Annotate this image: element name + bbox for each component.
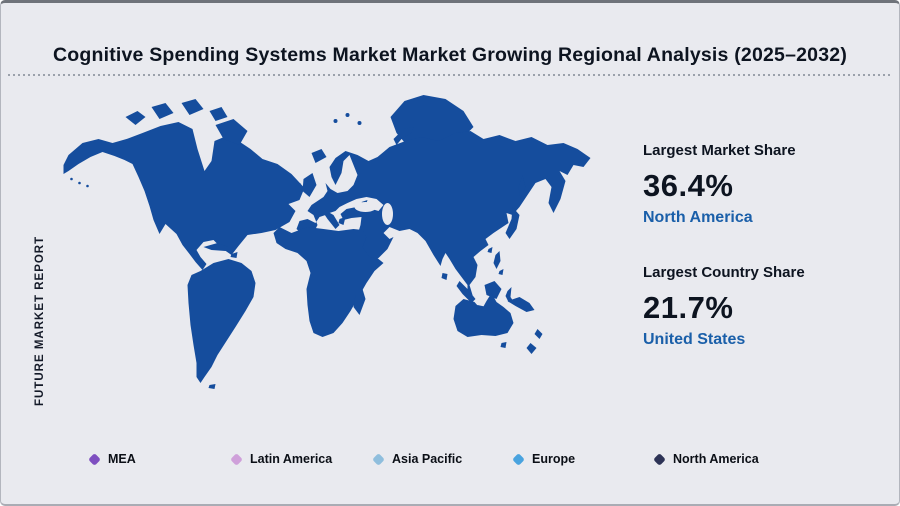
- world-map-svg: [63, 95, 591, 389]
- legend-label: Europe: [532, 452, 576, 466]
- black-sea: [354, 202, 377, 212]
- asia-pacific-legend-dot: [372, 452, 385, 466]
- market-share-region: North America: [643, 209, 753, 226]
- world-map: [61, 87, 616, 407]
- country-share-value: 21.7%: [643, 290, 734, 325]
- map-landmasses: [63, 95, 591, 389]
- region-legend: MEA Latin America Asia Pacific Europe No…: [1, 450, 899, 470]
- market-share-label: Largest Market Share: [643, 142, 796, 159]
- legend-item-north-america[interactable]: North America: [653, 450, 759, 468]
- market-share-value: 36.4%: [643, 168, 734, 203]
- latin-america-legend-dot: [230, 452, 243, 466]
- title-separator: [8, 74, 892, 76]
- legend-item-europe[interactable]: Europe: [512, 450, 576, 468]
- legend-item-asia-pacific[interactable]: Asia Pacific: [372, 450, 463, 468]
- brand-watermark: FUTURE MARKET REPORT: [34, 235, 46, 407]
- page-title: Cognitive Spending Systems Market Market…: [52, 44, 848, 66]
- largest-market-share-block: Largest Market Share 36.4% North America: [643, 142, 893, 227]
- legend-item-mea[interactable]: MEA: [88, 450, 136, 468]
- europe-legend-dot: [512, 452, 525, 466]
- legend-item-latin-america[interactable]: Latin America: [230, 450, 333, 468]
- legend-label: North America: [673, 452, 759, 466]
- country-share-country: United States: [643, 331, 746, 348]
- legend-label: Latin America: [250, 452, 333, 466]
- caspian-sea: [382, 203, 393, 225]
- largest-country-share-block: Largest Country Share 21.7% United State…: [643, 264, 893, 349]
- legend-label: MEA: [108, 452, 136, 466]
- north-america-legend-dot: [653, 452, 666, 466]
- legend-label: Asia Pacific: [392, 452, 463, 466]
- country-share-label: Largest Country Share: [643, 264, 805, 281]
- mea-legend-dot: [88, 452, 101, 466]
